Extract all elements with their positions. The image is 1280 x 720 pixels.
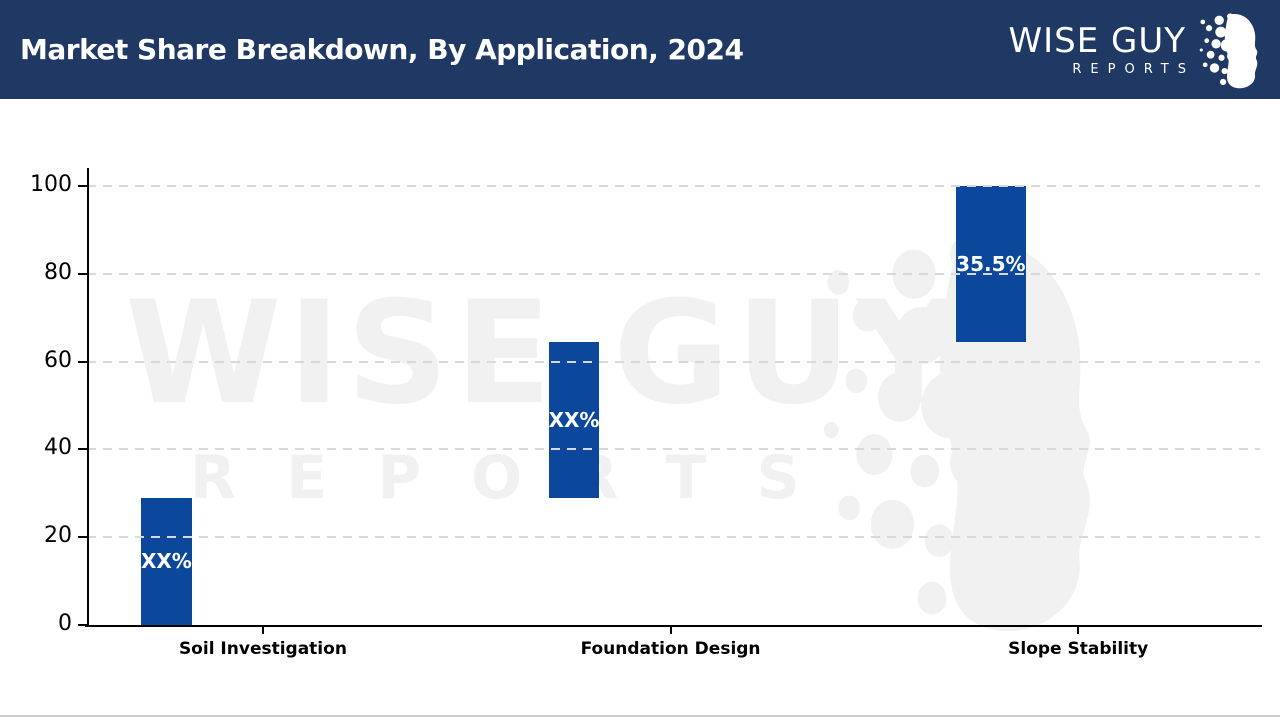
bar-slope-stability: 35.5%: [956, 186, 1026, 342]
y-tick-mark: [78, 185, 87, 187]
x-axis-line: [85, 625, 1262, 627]
y-axis-line: [87, 168, 89, 627]
bar-value-label: XX%: [548, 407, 600, 432]
logo-sub-text: REPORTS: [1072, 62, 1195, 77]
gridline-60: [87, 360, 1260, 363]
bar-value-label: XX%: [140, 549, 192, 574]
plot-area: XX% XX% 35.5%: [87, 185, 1260, 625]
x-tick-label: Slope Stability: [1008, 639, 1149, 659]
y-tick-label: 20: [44, 523, 72, 549]
y-tick-label: 80: [44, 259, 72, 285]
x-tick-label: Soil Investigation: [178, 639, 347, 659]
gridline-20: [87, 536, 1260, 539]
gridline-40: [87, 448, 1260, 451]
brand-logo: WISE GUY REPORTS: [1008, 4, 1266, 96]
y-tick-label: 0: [58, 611, 72, 636]
y-tick-mark: [78, 624, 87, 626]
y-tick-mark: [78, 536, 87, 539]
y-tick-mark: [78, 448, 87, 451]
y-tick-mark: [78, 272, 87, 275]
brand-logo-text: WISE GUY REPORTS: [1008, 24, 1186, 76]
bar-foundation-design: XX%: [548, 341, 600, 498]
x-tick-mark: [1077, 627, 1080, 634]
logo-brand-text: WISE GUY: [1008, 21, 1186, 61]
bar-soil-investigation: XX%: [140, 497, 192, 625]
gridline-100: [87, 185, 1260, 187]
y-tick-label: 40: [44, 435, 72, 461]
x-tick-mark: [669, 627, 672, 634]
footer-divider: [0, 715, 1280, 717]
header: Market Share Breakdown, By Application, …: [0, 0, 1280, 99]
gridline-80: [87, 272, 1260, 275]
y-tick-label: 60: [44, 347, 72, 373]
y-tick-label: 100: [30, 172, 72, 197]
logo-face-icon: [1199, 13, 1258, 89]
x-tick-mark: [261, 627, 264, 634]
x-tick-label: Foundation Design: [580, 639, 761, 659]
page-title: Market Share Breakdown, By Application, …: [20, 33, 744, 66]
y-tick-mark: [78, 360, 87, 363]
